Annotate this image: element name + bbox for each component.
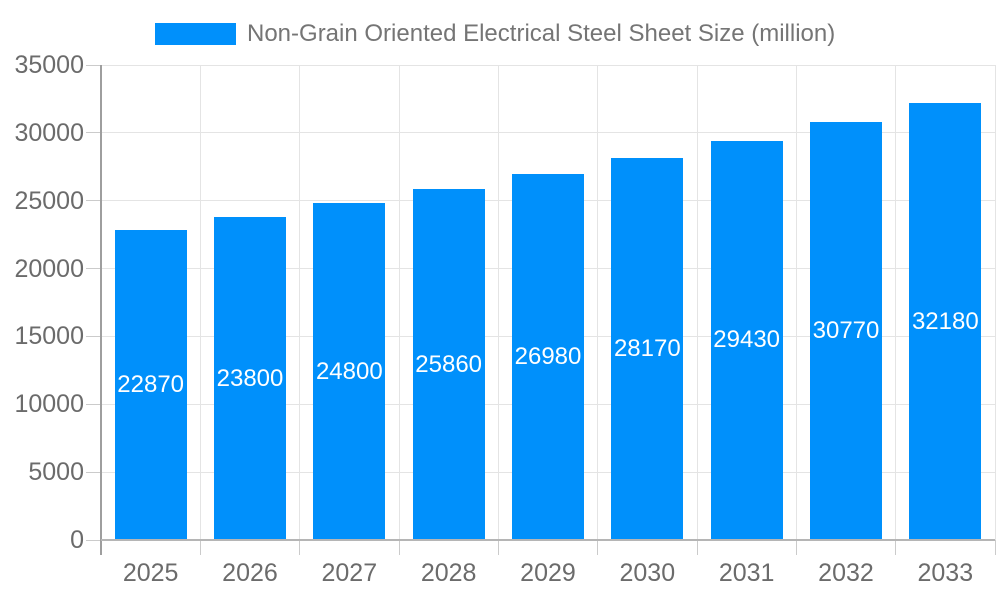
y-axis-tick [86, 471, 101, 473]
x-axis-tick [199, 540, 201, 555]
x-axis-label: 2025 [122, 559, 179, 587]
bar-value-label: 22870 [117, 370, 185, 398]
bar: 30770 [810, 122, 882, 540]
gridline-vertical [795, 65, 797, 540]
x-axis-tick [895, 540, 897, 555]
x-axis-tick [398, 540, 400, 555]
x-axis-label: 2027 [321, 559, 378, 587]
x-axis-label: 2026 [222, 559, 278, 587]
y-axis-label: 25000 [14, 186, 84, 215]
bar-value-label: 24800 [315, 357, 383, 385]
y-axis-tick [86, 132, 101, 134]
bar: 26980 [512, 173, 584, 540]
gridline-vertical [696, 65, 698, 540]
bar-value-label: 32180 [911, 307, 979, 335]
x-axis-label: 2028 [420, 559, 477, 587]
x-axis-tick [497, 540, 499, 555]
x-axis-label: 2030 [619, 559, 676, 587]
bar: 32180 [909, 103, 982, 540]
x-axis-tick [795, 540, 797, 555]
x-axis-label: 2031 [718, 559, 775, 587]
bar: 29430 [710, 140, 783, 540]
y-axis-tick [86, 539, 101, 541]
x-axis-tick [994, 540, 996, 555]
y-axis-label: 10000 [14, 390, 84, 419]
legend-swatch-icon [155, 23, 236, 45]
y-axis-tick [86, 403, 101, 405]
bar-value-label: 25860 [415, 350, 483, 378]
legend[interactable]: Non-Grain Oriented Electrical Steel Shee… [155, 20, 835, 48]
bar-value-label: 30770 [812, 317, 880, 345]
gridline-vertical [895, 65, 897, 540]
gridline-vertical [994, 65, 996, 540]
y-axis-tick [86, 64, 101, 66]
x-axis-tick [597, 540, 599, 555]
y-axis-tick [86, 200, 101, 202]
gridline-horizontal [101, 64, 995, 66]
gridline-vertical [299, 65, 301, 540]
y-axis-label: 35000 [14, 51, 84, 79]
bar-value-label: 29430 [713, 326, 781, 354]
bar: 28170 [611, 157, 684, 540]
x-axis-tick [299, 540, 301, 555]
y-axis-label: 20000 [14, 254, 84, 283]
x-axis-label: 2029 [520, 559, 576, 587]
y-axis-label: 15000 [14, 322, 84, 351]
bar-value-label: 28170 [613, 334, 681, 362]
y-axis-tick [86, 268, 101, 270]
bar: 23800 [214, 217, 286, 540]
gridline-vertical [398, 65, 400, 540]
gridline-vertical [199, 65, 201, 540]
x-axis-label: 2032 [818, 559, 874, 587]
legend-label: Non-Grain Oriented Electrical Steel Shee… [247, 20, 836, 47]
y-axis-label: 30000 [14, 118, 84, 147]
y-axis-label: 0 [70, 526, 84, 554]
x-axis-tick [696, 540, 698, 555]
y-axis-label: 5000 [28, 458, 84, 487]
bar: 25860 [412, 189, 485, 540]
bar: 24800 [313, 203, 386, 540]
y-axis-line [100, 65, 102, 555]
bar-value-label: 26980 [514, 342, 582, 370]
x-axis-label: 2033 [917, 559, 974, 587]
bar-value-label: 23800 [216, 364, 284, 392]
gridline-vertical [597, 65, 599, 540]
x-axis-line [101, 539, 995, 541]
gridline-horizontal [101, 132, 995, 134]
y-axis-tick [86, 335, 101, 337]
gridline-vertical [497, 65, 499, 540]
bar: 22870 [114, 229, 187, 540]
